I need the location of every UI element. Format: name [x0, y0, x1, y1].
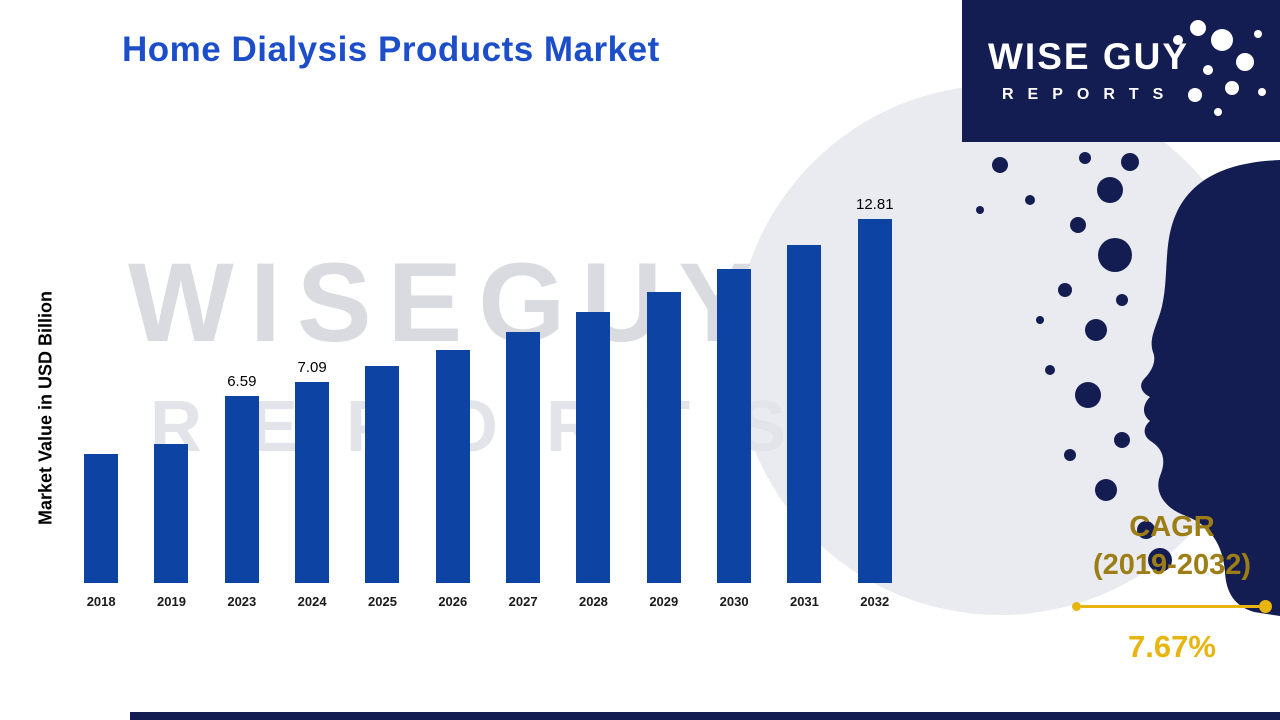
- bar-2026: [435, 350, 470, 583]
- x-tick-2031: 2031: [789, 594, 819, 609]
- x-tick-2024: 2024: [297, 594, 327, 609]
- cagr-block: CAGR (2019-2032) 7.67%: [1072, 508, 1272, 665]
- divider-line: [1081, 605, 1259, 608]
- bar-2018: [84, 454, 119, 583]
- wiseguy-face-icon: [1173, 20, 1266, 116]
- bar-group-2031: 2031: [769, 123, 839, 609]
- plot-area: 2018 2019 6.59 2023 7.09 2024 2025 2026 2027 2028…: [66, 123, 910, 609]
- bar-group-2028: 2028: [558, 123, 628, 609]
- x-tick-2026: 2026: [438, 594, 468, 609]
- divider-dot-right: [1259, 600, 1272, 613]
- bar-2024: [295, 382, 330, 583]
- bar-2028: [576, 312, 611, 583]
- cagr-label: CAGR: [1129, 511, 1215, 543]
- y-axis-label: Market Value in USD Billion: [35, 290, 56, 526]
- x-tick-2018: 2018: [86, 594, 116, 609]
- x-tick-2030: 2030: [719, 594, 749, 609]
- bar-2019: [154, 444, 189, 583]
- navy-band: [962, 0, 1280, 142]
- x-tick-2023: 2023: [227, 594, 257, 609]
- bar-group-2024: 7.09 2024: [277, 123, 347, 609]
- bottom-strip: [130, 712, 1280, 720]
- right-decoration: [962, 0, 1280, 616]
- particle-dots: [976, 152, 1172, 572]
- cagr-range: (2019-2032): [1093, 549, 1251, 581]
- bar-2025: [365, 366, 400, 583]
- bar-2032: [857, 219, 892, 583]
- bar-value-label-2023: 6.59: [227, 373, 257, 390]
- bar-group-2030: 2030: [699, 123, 769, 609]
- bar-value-label-2024: 7.09: [297, 359, 327, 376]
- bar-2027: [506, 332, 541, 583]
- cagr-divider: [1072, 600, 1272, 613]
- bar-group-2029: 2029: [629, 123, 699, 609]
- x-tick-2032: 2032: [860, 594, 890, 609]
- x-tick-2027: 2027: [508, 594, 538, 609]
- x-tick-2019: 2019: [157, 594, 186, 609]
- cagr-value: 7.67%: [1128, 629, 1216, 664]
- x-tick-2029: 2029: [649, 594, 679, 609]
- bar-group-2023: 6.59 2023: [207, 123, 277, 609]
- face-silhouette: [1141, 160, 1280, 616]
- page-title: Home Dialysis Products Market: [122, 30, 660, 69]
- x-tick-2028: 2028: [578, 594, 608, 609]
- bar-group-2018: 2018: [66, 123, 136, 609]
- logo-reports: REPORTS: [1002, 86, 1178, 103]
- bar-2023: [224, 396, 259, 583]
- bar-2029: [646, 292, 681, 583]
- divider-dot-left: [1072, 602, 1081, 611]
- x-tick-2025: 2025: [368, 594, 397, 609]
- bar-2030: [717, 269, 752, 583]
- bar-group-2032: 12.81 2032: [840, 123, 910, 609]
- logo-wiseguy: WISE GUY: [988, 36, 1190, 77]
- bar-group-2026: 2026: [418, 123, 488, 609]
- bar-value-label-2032: 12.81: [856, 196, 894, 213]
- bar-2031: [787, 245, 822, 583]
- bar-group-2019: 2019: [136, 123, 206, 609]
- bar-group-2025: 2025: [347, 123, 417, 609]
- bar-group-2027: 2027: [488, 123, 558, 609]
